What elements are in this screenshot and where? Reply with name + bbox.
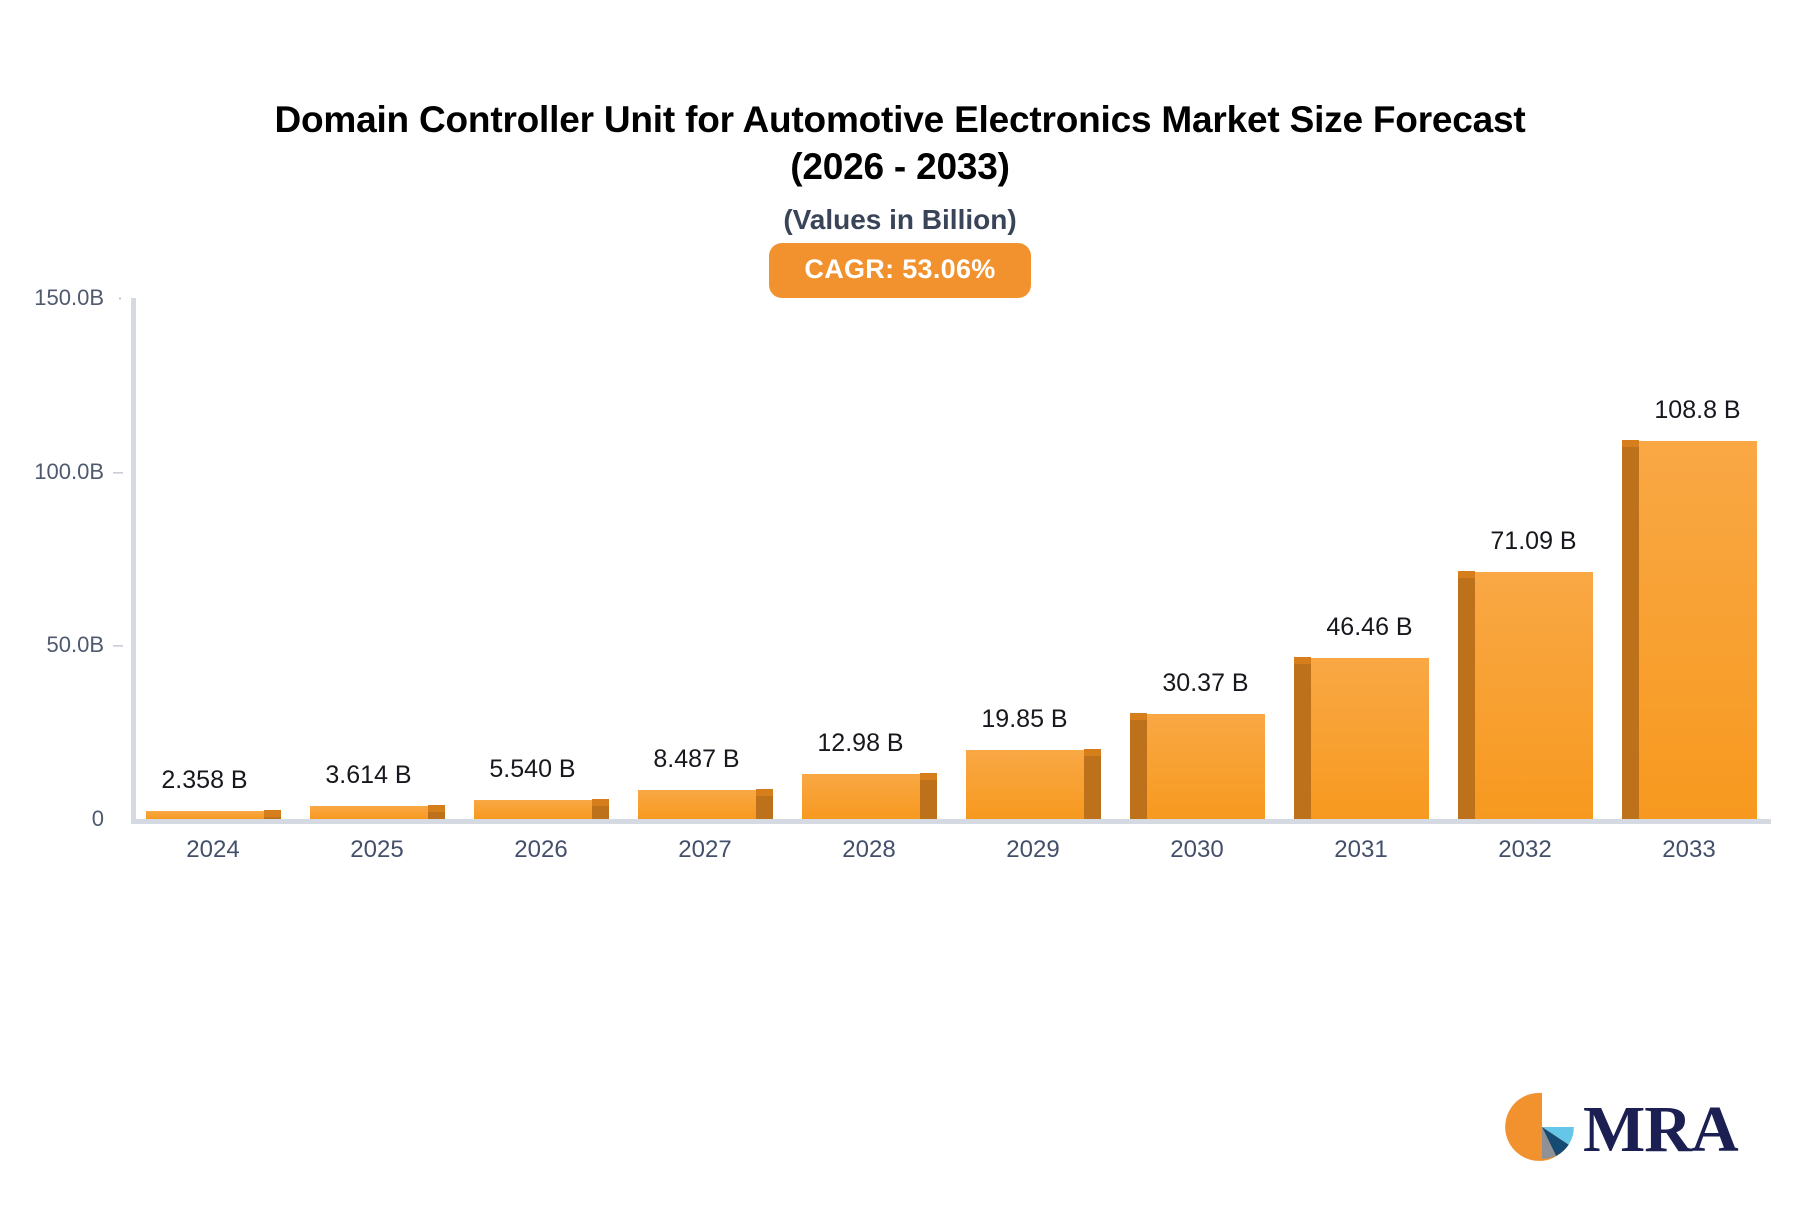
cagr-badge: CAGR: 53.06%	[769, 242, 1031, 298]
bar-top-face	[1293, 656, 1311, 664]
x-axis-line	[131, 819, 1771, 824]
bar-top-face	[1457, 571, 1475, 579]
logo-text: MRA	[1583, 1092, 1739, 1166]
bar-side-face	[427, 812, 445, 819]
y-axis-line	[131, 298, 136, 821]
bar-2027[interactable]: 8.487 B	[623, 298, 787, 819]
bar-front-face	[801, 773, 920, 819]
y-tick-label: 50.0B	[46, 632, 105, 658]
chart-subtitle: (Values in Billion)	[783, 203, 1017, 235]
bar-top-face	[591, 798, 609, 806]
bar-value-label: 3.614 B	[325, 761, 412, 790]
bar-2028[interactable]: 12.98 B	[787, 298, 951, 819]
bar-front-face	[1638, 441, 1757, 819]
x-tick-label-2024: 2024	[186, 836, 240, 863]
bar-side-face	[263, 816, 281, 819]
bar-top-face	[427, 805, 445, 813]
bar-top-face	[1621, 440, 1639, 448]
plot-area: 2.358 B 3.614 B 5.540 B 8.487 B 12.98 B 19.85…	[131, 298, 1771, 824]
bar-top-face	[1129, 712, 1147, 720]
bar-2032[interactable]: 71.09 B	[1443, 298, 1607, 819]
bar-top-face	[263, 809, 281, 817]
y-tick-label: 0	[91, 806, 104, 831]
mra-logo: MRA	[1505, 1090, 1739, 1169]
bar-top-face	[919, 772, 937, 780]
y-tick-label: 150.0B	[34, 285, 104, 310]
bar-top-face	[755, 788, 773, 796]
x-axis-labels: 2024 2025 2026 2027 2028 2029 2030 2031 2032 2033	[131, 836, 1771, 876]
x-tick-label-2031: 2031	[1334, 836, 1388, 863]
bar-front-face	[1146, 713, 1265, 819]
bar-2033[interactable]: 108.8 B	[1607, 298, 1771, 819]
bar-front-face	[473, 799, 592, 819]
bar-side-face	[755, 795, 773, 819]
bar-value-label: 12.98 B	[817, 728, 904, 757]
pie-chart-icon	[1505, 1090, 1579, 1169]
y-tick-mark: –	[112, 634, 123, 655]
x-tick-label-2032: 2032	[1498, 836, 1552, 863]
bar-value-label: 108.8 B	[1654, 396, 1741, 425]
bar-2025[interactable]: 3.614 B	[295, 298, 459, 819]
cagr-badge-container: CAGR: 53.06%	[0, 242, 1800, 298]
bar-2024[interactable]: 2.358 B	[131, 298, 295, 819]
x-tick-label-2027: 2027	[678, 836, 732, 863]
bar-value-label: 5.540 B	[489, 754, 576, 783]
x-tick-label-2028: 2028	[842, 836, 896, 863]
page-title: Domain Controller Unit for Automotive El…	[274, 99, 1526, 188]
bar-value-label: 46.46 B	[1326, 612, 1413, 641]
x-tick-label-2029: 2029	[1006, 836, 1060, 863]
bar-front-face	[637, 789, 756, 819]
chart-header: Domain Controller Unit for Automotive El…	[0, 96, 1800, 298]
bar-front-face	[965, 750, 1084, 819]
bar-side-face	[1293, 663, 1311, 819]
bar-front-face	[145, 810, 264, 819]
bar-value-label: 8.487 B	[653, 744, 740, 773]
bar-front-face	[309, 806, 428, 819]
bar-2031[interactable]: 46.46 B	[1279, 298, 1443, 819]
y-tick-mark: ·	[117, 287, 123, 308]
y-tick-mark: –	[112, 461, 123, 482]
bar-side-face	[919, 779, 937, 819]
bar-2029[interactable]: 19.85 B	[951, 298, 1115, 819]
bar-side-face	[1083, 756, 1101, 819]
x-tick-label-2026: 2026	[514, 836, 568, 863]
bar-2026[interactable]: 5.540 B	[459, 298, 623, 819]
bar-front-face	[1474, 572, 1593, 819]
y-tick-label: 100.0B	[34, 458, 104, 484]
y-axis-labels: 0 50.0B –100.0B –150.0B ·	[0, 285, 131, 831]
bar-value-label: 2.358 B	[161, 765, 248, 794]
bar-value-label: 19.85 B	[981, 705, 1068, 734]
bar-2030[interactable]: 30.37 B	[1115, 298, 1279, 819]
bar-side-face	[591, 805, 609, 819]
x-tick-label-2025: 2025	[350, 836, 404, 863]
bars-layer: 2.358 B 3.614 B 5.540 B 8.487 B 12.98 B 19.85…	[131, 298, 1771, 819]
bar-side-face	[1457, 578, 1475, 819]
x-tick-label-2030: 2030	[1170, 836, 1224, 863]
bar-value-label: 30.37 B	[1162, 668, 1249, 697]
bar-top-face	[1083, 749, 1101, 757]
bar-side-face	[1621, 447, 1639, 819]
bar-value-label: 71.09 B	[1490, 527, 1577, 556]
bar-side-face	[1129, 719, 1147, 819]
x-tick-label-2033: 2033	[1662, 836, 1716, 863]
bar-front-face	[1310, 657, 1429, 819]
